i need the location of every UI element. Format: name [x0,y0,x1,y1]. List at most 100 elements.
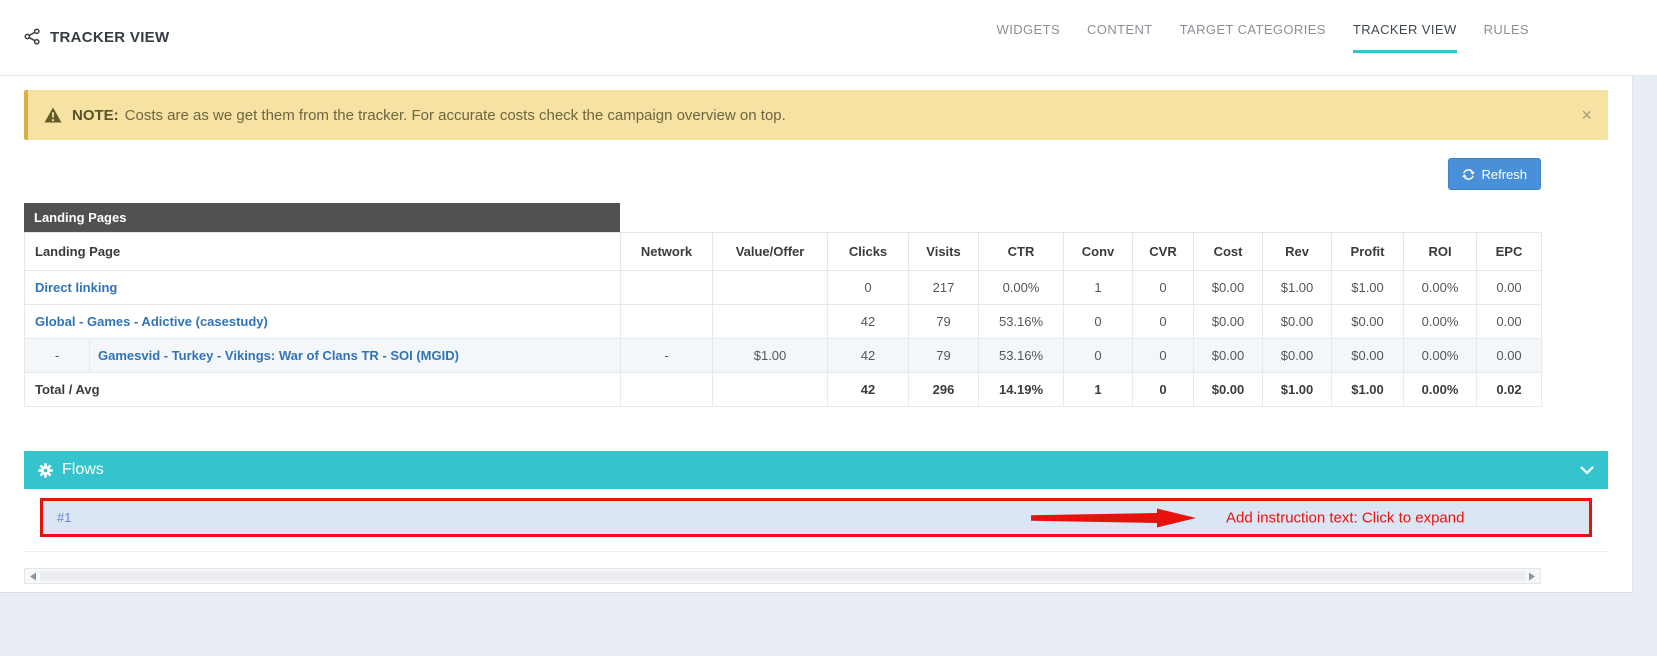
chevron-down-icon[interactable] [1580,465,1594,475]
landing-page-link[interactable]: Direct linking [35,280,118,295]
cvr-cell: 0 [1132,372,1195,407]
visits-cell: 79 [908,338,980,373]
table-row: Global - Games - Adictive (casestudy) 42… [23,304,1543,339]
cvr-cell: 0 [1132,270,1195,305]
note-label: NOTE: [72,106,119,124]
profit-cell: $0.00 [1331,338,1405,373]
scroll-right-arrow-icon[interactable] [1528,572,1536,581]
cost-cell: $0.00 [1193,270,1264,305]
clicks-cell: 0 [827,270,910,305]
tab-target-categories[interactable]: TARGET CATEGORIES [1179,22,1326,37]
tab-widgets[interactable]: WIDGETS [996,22,1061,37]
cvr-cell: 0 [1132,338,1195,373]
total-label-cell: Total / Avg [23,372,622,407]
toolbar: Refresh [24,158,1541,190]
gear-icon [38,462,53,478]
refresh-button-label: Refresh [1481,166,1527,182]
network-cell [620,304,714,339]
clicks-cell: 42 [827,338,910,373]
col-epc: EPC [1476,232,1543,271]
refresh-icon [1462,168,1476,181]
network-cell [620,270,714,305]
scroll-left-arrow-icon[interactable] [29,572,37,581]
refresh-button[interactable]: Refresh [1448,158,1541,190]
value-offer-cell [712,270,829,305]
content-card: NOTE: Costs are as we get them from the … [0,76,1633,593]
close-icon[interactable]: × [1581,105,1592,125]
table-header-row: Landing Page Network Value/Offer Clicks … [23,232,1543,271]
ctr-cell: 53.16% [978,338,1065,373]
epc-cell: 0.00 [1476,270,1543,305]
roi-cell: 0.00% [1403,304,1478,339]
profit-cell: $1.00 [1331,270,1405,305]
col-network: Network [620,232,714,271]
landing-pages-panel: Landing Pages Landing Page Network Value… [23,203,1608,407]
annotation-text: Add instruction text: Click to expand [1226,509,1465,526]
roi-cell: 0.00% [1403,270,1478,305]
flows-panel-body: #1 Add instruction text: Click to expand [24,489,1608,552]
flow-row-label: #1 [57,510,72,525]
tab-tracker-view[interactable]: TRACKER VIEW [1352,22,1457,53]
warning-triangle-icon [44,107,62,123]
arrow-right-icon [1031,508,1201,528]
ctr-cell: 53.16% [978,304,1065,339]
total-row: Total / Avg 42 296 14.19% 1 0 $0.00 $1.0… [23,372,1543,407]
visits-cell: 217 [908,270,980,305]
landing-page-link[interactable]: Global - Games - Adictive (casestudy) [35,314,268,329]
subrow-prefix-cell: - [24,338,90,373]
roi-cell: 0.00% [1403,338,1478,373]
col-landing-page: Landing Page [23,232,622,271]
page-title-group: TRACKER VIEW [24,27,170,48]
rev-cell: $1.00 [1262,372,1333,407]
landing-page-cell: Gamesvid - Turkey - Vikings: War of Clan… [88,338,622,373]
epc-cell: 0.00 [1476,304,1543,339]
ctr-cell: 0.00% [978,270,1065,305]
landing-page-link[interactable]: Gamesvid - Turkey - Vikings: War of Clan… [98,348,459,363]
col-cvr: CVR [1132,232,1195,271]
col-profit: Profit [1331,232,1405,271]
flow-row-1[interactable]: #1 Add instruction text: Click to expand [40,498,1592,537]
page-title: TRACKER VIEW [50,29,170,46]
value-offer-cell: $1.00 [712,338,829,373]
clicks-cell: 42 [827,372,910,407]
col-visits: Visits [908,232,980,271]
nav-tabs: WIDGETS CONTENT TARGET CATEGORIES TRACKE… [970,22,1529,53]
cost-cell: $0.00 [1193,338,1264,373]
rev-cell: $0.00 [1262,304,1333,339]
col-rev: Rev [1262,232,1333,271]
profit-cell: $1.00 [1331,372,1405,407]
visits-cell: 79 [908,304,980,339]
landing-pages-table: Landing Page Network Value/Offer Clicks … [23,232,1543,407]
tab-rules[interactable]: RULES [1483,22,1529,37]
cost-cell: $0.00 [1193,372,1264,407]
cvr-cell: 0 [1132,304,1195,339]
network-cell: - [620,338,714,373]
conv-cell: 1 [1063,372,1134,407]
flows-panel-header[interactable]: Flows [24,451,1608,489]
scrollbar-thumb[interactable] [40,571,1525,581]
share-alt-icon [24,27,41,48]
value-offer-cell [712,304,829,339]
ctr-cell: 14.19% [978,372,1065,407]
network-cell [620,372,714,407]
top-bar: TRACKER VIEW WIDGETS CONTENT TARGET CATE… [0,0,1657,76]
col-ctr: CTR [978,232,1065,271]
tab-content[interactable]: CONTENT [1087,22,1153,37]
flows-panel-title: Flows [62,461,104,478]
col-clicks: Clicks [827,232,910,271]
col-roi: ROI [1403,232,1478,271]
scrollbar-track[interactable] [40,571,1525,581]
epc-cell: 0.00 [1476,338,1543,373]
rev-cell: $1.00 [1262,270,1333,305]
col-cost: Cost [1193,232,1264,271]
horizontal-scrollbar[interactable] [24,568,1541,584]
note-banner: NOTE: Costs are as we get them from the … [24,90,1608,140]
epc-cell: 0.02 [1476,372,1543,407]
rev-cell: $0.00 [1262,338,1333,373]
note-text: Costs are as we get them from the tracke… [124,106,786,124]
cost-cell: $0.00 [1193,304,1264,339]
col-value-offer: Value/Offer [712,232,829,271]
visits-cell: 296 [908,372,980,407]
roi-cell: 0.00% [1403,372,1478,407]
col-conv: Conv [1063,232,1134,271]
